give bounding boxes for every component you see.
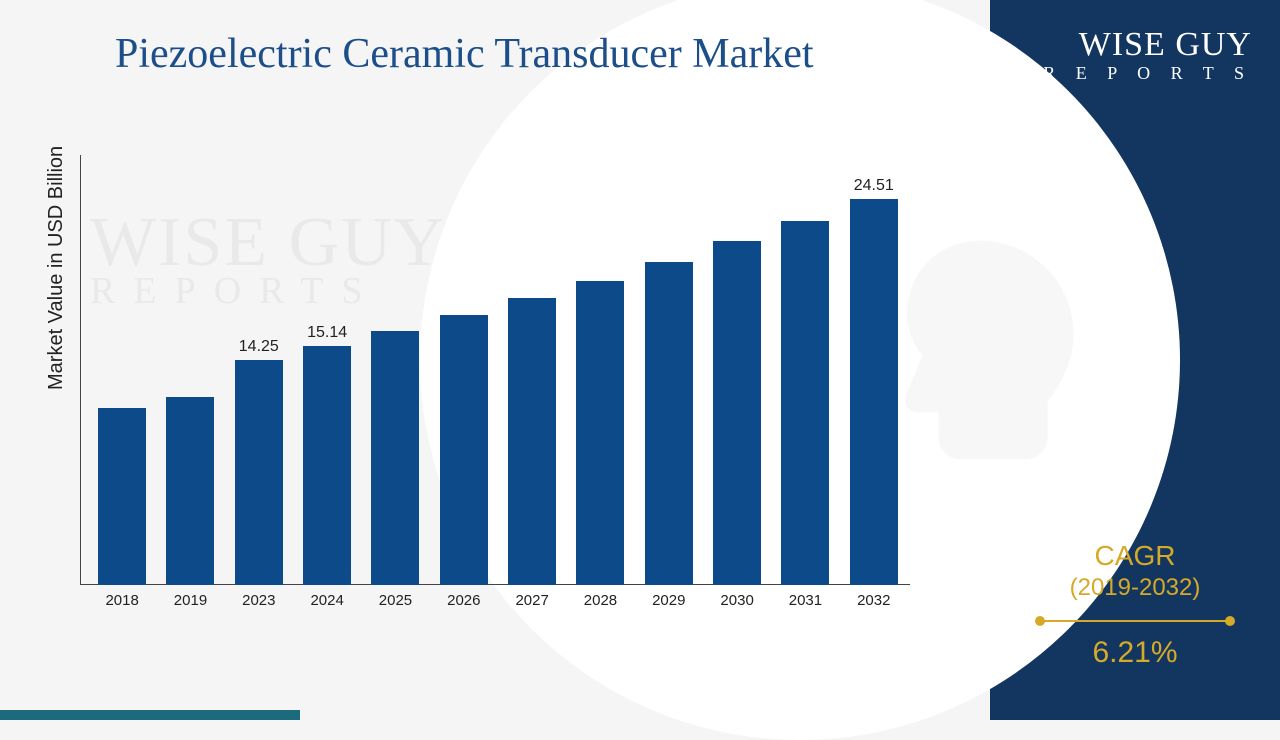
bar-group (88, 386, 156, 585)
x-axis-label: 2024 (293, 592, 361, 609)
bar (371, 331, 419, 585)
bar-value-label: 15.14 (307, 324, 347, 342)
bar-group: 24.51 (840, 177, 908, 586)
x-axis-label: 2029 (635, 592, 703, 609)
x-axis-label: 2026 (430, 592, 498, 609)
x-axis-label: 2028 (566, 592, 634, 609)
bar (235, 360, 283, 585)
bar-group: 14.25 (225, 338, 293, 585)
x-axis-label: 2019 (156, 592, 224, 609)
bottom-accent-bar (0, 710, 300, 720)
bar-group (566, 259, 634, 585)
x-axis-labels: 2018201920232024202520262027202820292030… (88, 592, 908, 609)
cagr-label: CAGR (1020, 540, 1250, 572)
x-axis-label: 2025 (361, 592, 429, 609)
bar-value-label: 24.51 (854, 177, 894, 195)
cagr-divider (1040, 620, 1230, 622)
bar (781, 221, 829, 585)
cagr-value: 6.21% (1020, 636, 1250, 670)
x-axis-label: 2027 (498, 592, 566, 609)
bar-group (703, 219, 771, 585)
x-axis-label: 2030 (703, 592, 771, 609)
bar-group (635, 240, 703, 585)
x-axis-label: 2031 (771, 592, 839, 609)
bar-chart: 14.25 15.14 24.51 (88, 155, 908, 585)
bar (303, 346, 351, 585)
bar-value-label: 14.25 (239, 338, 279, 356)
bar (508, 298, 556, 585)
y-axis-line (80, 155, 81, 585)
cagr-block: CAGR (2019-2032) 6.21% (1020, 540, 1250, 670)
brand-logo: WISE GUY R E P O R T S (1043, 28, 1252, 82)
bar-group: 15.14 (293, 324, 361, 585)
bar (576, 281, 624, 585)
bar (98, 408, 146, 585)
page-title: Piezoelectric Ceramic Transducer Market (115, 30, 814, 78)
bar-group (361, 309, 429, 585)
x-axis-label: 2018 (88, 592, 156, 609)
bar-group (771, 199, 839, 585)
bar-group (430, 293, 498, 585)
bar (645, 262, 693, 585)
bar-group (498, 276, 566, 585)
x-axis-label: 2023 (225, 592, 293, 609)
y-axis-label: Market Value in USD Billion (45, 146, 68, 390)
bar (166, 397, 214, 585)
cagr-years: (2019-2032) (1020, 574, 1250, 602)
bar-group (156, 375, 224, 585)
logo-text-top: WISE GUY (1043, 28, 1252, 62)
bar (713, 241, 761, 585)
bar (850, 199, 898, 586)
bar (440, 315, 488, 585)
x-axis-label: 2032 (840, 592, 908, 609)
logo-text-bottom: R E P O R T S (1043, 64, 1252, 82)
